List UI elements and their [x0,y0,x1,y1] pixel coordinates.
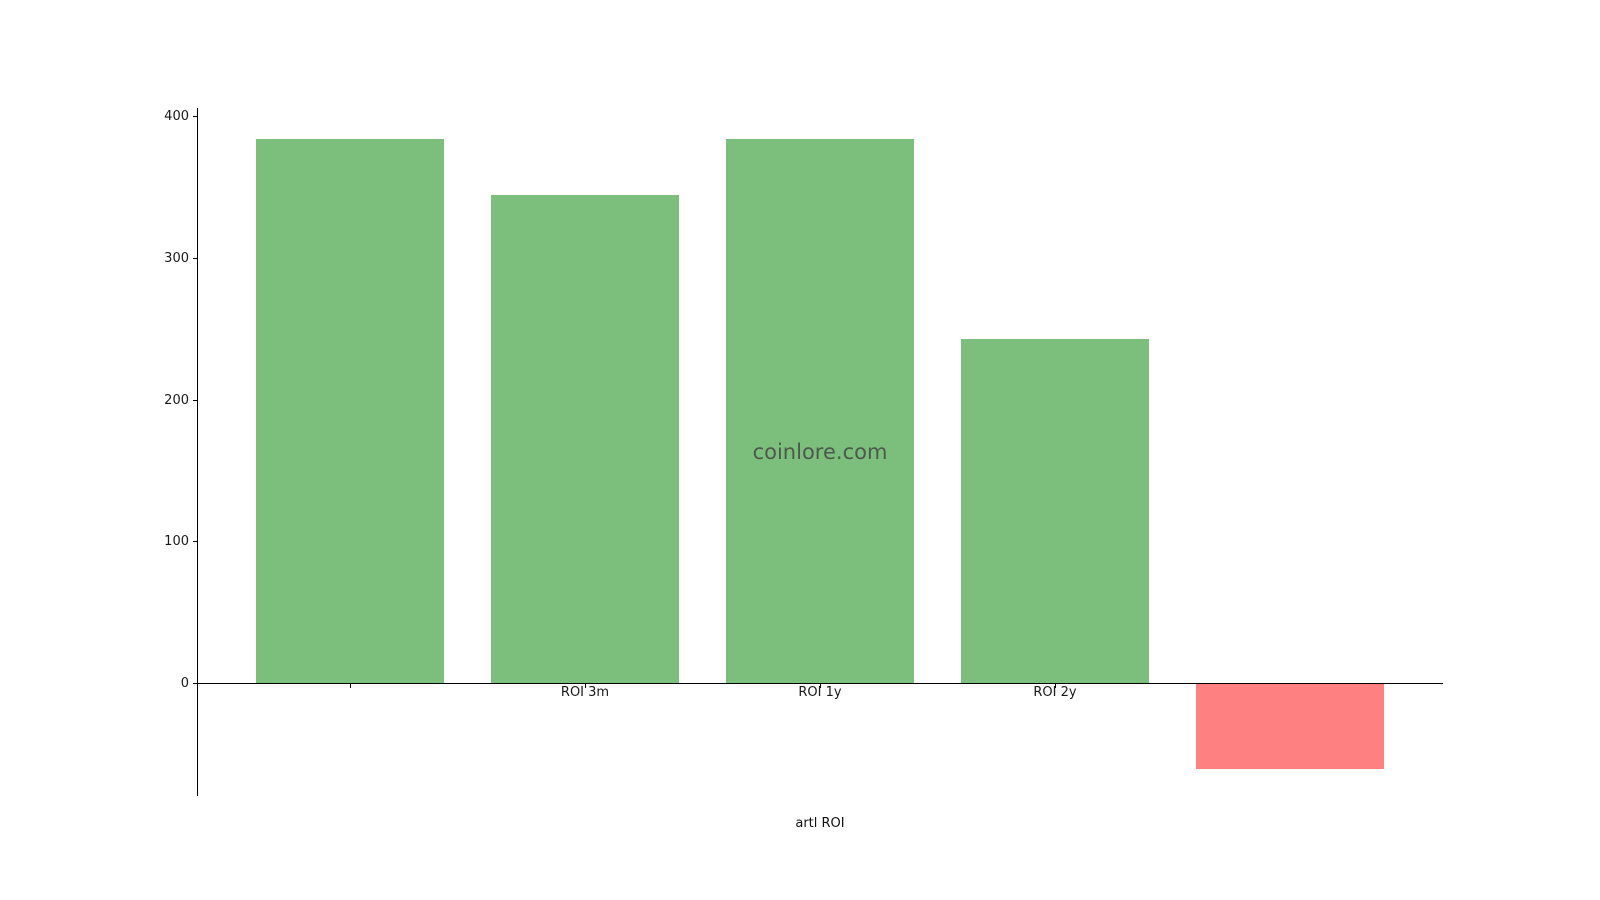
y-axis-tick-label-100: 100 [164,534,189,550]
y-axis-tick-label-0: 0 [180,676,189,691]
bar-2-roi-3m [491,195,679,683]
bar-4-roi-2y [961,338,1149,683]
y-axis-tick-label-400: 400 [164,109,189,124]
x-axis-zero-line [197,683,1443,684]
x-axis-tick-1 [350,683,351,688]
y-axis-tick-200 [193,399,197,401]
bar-3-roi-1y [726,138,914,683]
bar-1 [256,138,444,683]
x-axis-tick-2 [585,683,586,688]
watermark-text: coinlore.com [752,440,888,464]
chart-title: artl ROI [795,816,845,831]
y-axis-spine [197,108,198,796]
bar-5 [1196,684,1384,770]
y-axis-tick-label-200: 200 [164,392,189,408]
y-axis-tick-400 [193,116,197,117]
x-axis-tick-3 [820,683,821,688]
y-axis-tick-100 [193,541,197,543]
x-axis-label-roi-3m: ROI 3m [560,685,610,700]
x-axis-label-roi-2y: ROI 2y [1033,685,1077,700]
y-axis-tick-0 [193,683,197,684]
x-axis-label-roi-1y: ROI 1y [798,685,842,700]
y-axis-tick-300 [193,257,197,259]
x-axis-tick-4 [1055,683,1056,688]
y-axis-tick-label-300: 300 [164,250,189,266]
